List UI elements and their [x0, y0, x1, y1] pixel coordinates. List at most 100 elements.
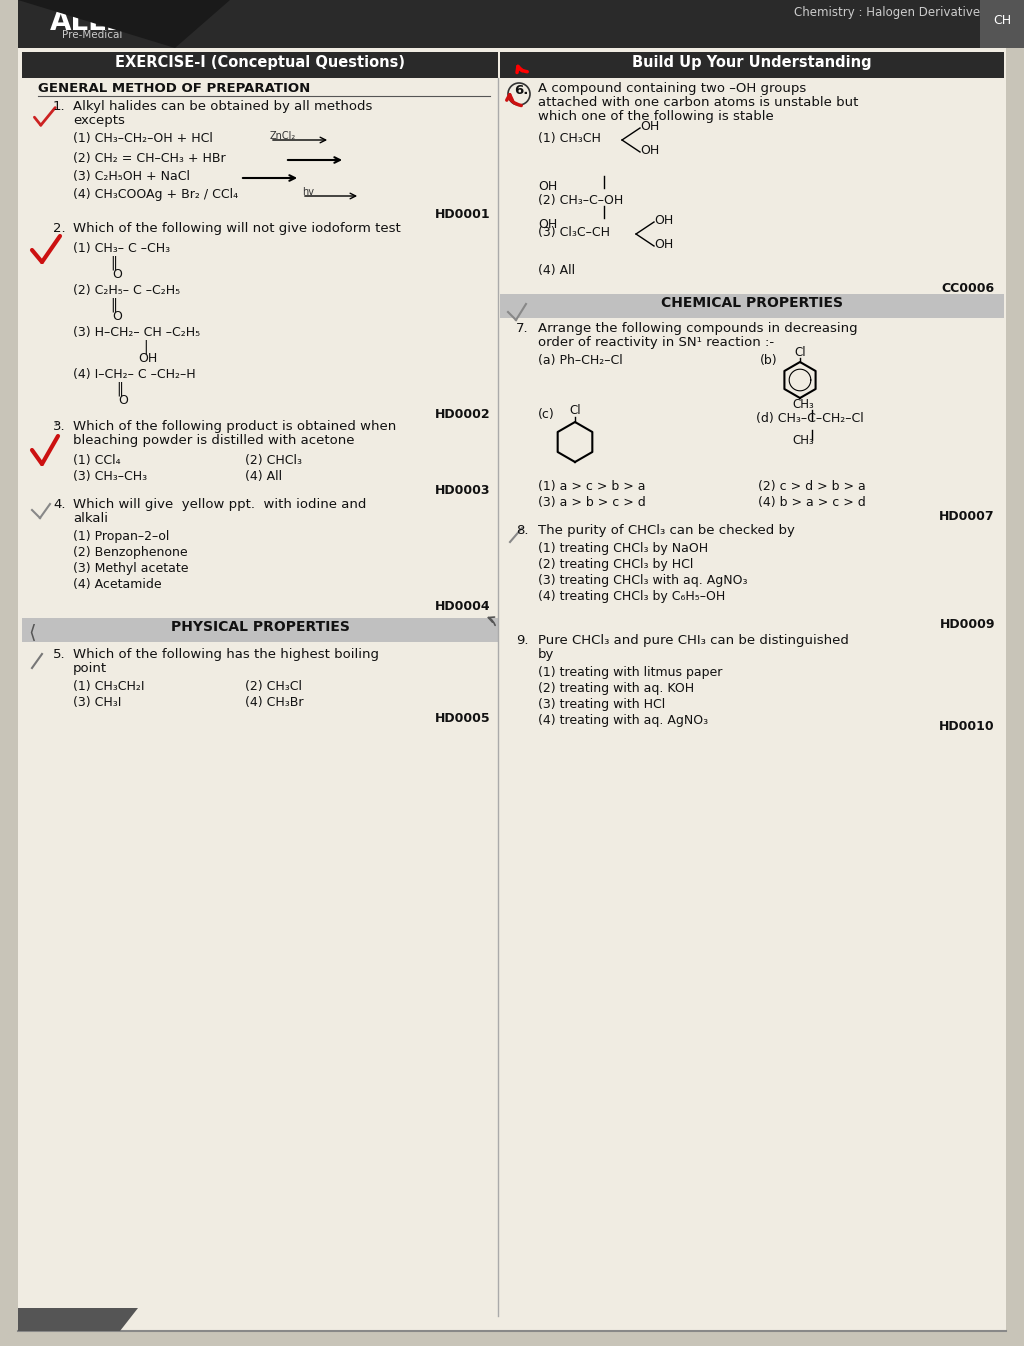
Text: Which of the following has the highest boiling: Which of the following has the highest b…: [73, 647, 379, 661]
Text: ‖: ‖: [116, 382, 123, 397]
Text: (1) a > c > b > a: (1) a > c > b > a: [538, 481, 645, 493]
Text: Build Up Your Understanding: Build Up Your Understanding: [632, 55, 871, 70]
Text: HD0001: HD0001: [434, 209, 490, 221]
Text: CC0006: CC0006: [942, 283, 995, 295]
Text: OH: OH: [640, 120, 659, 133]
Text: (4) All: (4) All: [538, 264, 575, 277]
Text: order of reactivity in SN¹ reaction :-: order of reactivity in SN¹ reaction :-: [538, 336, 774, 349]
Text: (3) treating CHCl₃ with aq. AgNO₃: (3) treating CHCl₃ with aq. AgNO₃: [538, 573, 748, 587]
Text: CH₃: CH₃: [792, 398, 814, 411]
Text: HD0002: HD0002: [434, 408, 490, 421]
Text: ⟨: ⟨: [28, 622, 36, 641]
Polygon shape: [18, 1308, 138, 1331]
Text: 5.: 5.: [53, 647, 66, 661]
Text: hv: hv: [302, 187, 314, 197]
Text: (3) a > b > c > d: (3) a > b > c > d: [538, 495, 646, 509]
Text: ZnCl₂: ZnCl₂: [270, 131, 296, 141]
Text: (2) C₂H₅– C –C₂H₅: (2) C₂H₅– C –C₂H₅: [73, 284, 180, 297]
Text: O: O: [118, 394, 128, 406]
Text: O: O: [112, 268, 122, 281]
Text: (1) Propan–2–ol: (1) Propan–2–ol: [73, 530, 169, 542]
Text: |: |: [143, 341, 147, 354]
Text: (2) Benzophenone: (2) Benzophenone: [73, 546, 187, 559]
Text: (4) treating CHCl₃ by C₆H₅–OH: (4) treating CHCl₃ by C₆H₅–OH: [538, 590, 725, 603]
Bar: [500, 52, 1004, 78]
Text: (4) Acetamide: (4) Acetamide: [73, 577, 162, 591]
Text: (1) CCl₄: (1) CCl₄: [73, 454, 121, 467]
Text: (4) CH₃Br: (4) CH₃Br: [245, 696, 303, 709]
Text: OH: OH: [538, 180, 557, 192]
Text: excepts: excepts: [73, 114, 125, 127]
Bar: [18, 0, 1006, 48]
Text: GENERAL METHOD OF PREPARATION: GENERAL METHOD OF PREPARATION: [38, 82, 310, 96]
Text: CHEMICAL PROPERTIES: CHEMICAL PROPERTIES: [662, 296, 843, 310]
Text: (2) treating with aq. KOH: (2) treating with aq. KOH: [538, 682, 694, 695]
Text: HD0004: HD0004: [434, 600, 490, 612]
Text: (4) treating with aq. AgNO₃: (4) treating with aq. AgNO₃: [538, 713, 709, 727]
Text: Alkyl halides can be obtained by all methods: Alkyl halides can be obtained by all met…: [73, 100, 373, 113]
Text: EXERCISE-I (Conceptual Questions): EXERCISE-I (Conceptual Questions): [115, 55, 406, 70]
Text: HD0009: HD0009: [939, 618, 995, 631]
Text: CH₃: CH₃: [792, 433, 814, 447]
Text: 3.: 3.: [53, 420, 66, 433]
Text: Which of the following will not give iodoform test: Which of the following will not give iod…: [73, 222, 400, 236]
Text: Cl: Cl: [569, 404, 581, 417]
Text: (1) treating with litmus paper: (1) treating with litmus paper: [538, 666, 722, 678]
Text: 1.: 1.: [53, 100, 66, 113]
Bar: [22, 52, 498, 78]
Text: bleaching powder is distilled with acetone: bleaching powder is distilled with aceto…: [73, 433, 354, 447]
Text: 2.: 2.: [53, 222, 66, 236]
Text: (3) Cl₃C–CH: (3) Cl₃C–CH: [538, 226, 610, 240]
Text: (4) All: (4) All: [245, 470, 283, 483]
Text: OH: OH: [538, 218, 557, 232]
Text: Pure CHCl₃ and pure CHI₃ can be distinguished: Pure CHCl₃ and pure CHI₃ can be distingu…: [538, 634, 849, 647]
Polygon shape: [18, 0, 230, 48]
Text: (2) treating CHCl₃ by HCl: (2) treating CHCl₃ by HCl: [538, 559, 693, 571]
Text: OH: OH: [640, 144, 659, 157]
Text: 9.: 9.: [516, 634, 528, 647]
Text: 8.: 8.: [516, 524, 528, 537]
Text: (4) CH₃COOAg + Br₂ / CCl₄: (4) CH₃COOAg + Br₂ / CCl₄: [73, 188, 239, 201]
Text: (3) H–CH₂– CH –C₂H₅: (3) H–CH₂– CH –C₂H₅: [73, 326, 200, 339]
Text: CH: CH: [993, 13, 1011, 27]
Text: Cl: Cl: [794, 346, 806, 359]
Text: OH: OH: [654, 238, 673, 250]
Text: ALLEN: ALLEN: [50, 8, 148, 36]
Text: The purity of CHCl₃ can be checked by: The purity of CHCl₃ can be checked by: [538, 524, 795, 537]
Text: (3) treating with HCl: (3) treating with HCl: [538, 699, 666, 711]
Text: attached with one carbon atoms is unstable but: attached with one carbon atoms is unstab…: [538, 96, 858, 109]
Text: Which of the following product is obtained when: Which of the following product is obtain…: [73, 420, 396, 433]
Text: ‖: ‖: [110, 256, 117, 271]
Text: OH: OH: [654, 214, 673, 227]
Text: (1) CH₃–CH₂–OH + HCl: (1) CH₃–CH₂–OH + HCl: [73, 132, 213, 145]
Text: Which will give  yellow ppt.  with iodine and: Which will give yellow ppt. with iodine …: [73, 498, 367, 511]
Text: (3) CH₃–CH₃: (3) CH₃–CH₃: [73, 470, 147, 483]
Text: O: O: [112, 310, 122, 323]
Text: (2) CH₃Cl: (2) CH₃Cl: [245, 680, 302, 693]
Text: which one of the following is stable: which one of the following is stable: [538, 110, 774, 122]
Text: HD0003: HD0003: [434, 485, 490, 497]
Text: 4.: 4.: [53, 498, 66, 511]
Text: ‖: ‖: [110, 297, 117, 312]
Text: (1) treating CHCl₃ by NaOH: (1) treating CHCl₃ by NaOH: [538, 542, 709, 555]
Text: HD0007: HD0007: [939, 510, 995, 524]
Text: (2) c > d > b > a: (2) c > d > b > a: [758, 481, 865, 493]
Text: (c): (c): [538, 408, 555, 421]
Text: (3) CH₃I: (3) CH₃I: [73, 696, 122, 709]
Text: (a) Ph–CH₂–Cl: (a) Ph–CH₂–Cl: [538, 354, 623, 367]
Text: (d) CH₃–C–CH₂–Cl: (d) CH₃–C–CH₂–Cl: [756, 412, 864, 425]
Text: Pre-Medical: Pre-Medical: [62, 30, 123, 40]
Text: Chemistry : Halogen Derivative: Chemistry : Halogen Derivative: [794, 5, 980, 19]
Text: PHYSICAL PROPERTIES: PHYSICAL PROPERTIES: [171, 621, 349, 634]
Text: (4) b > a > c > d: (4) b > a > c > d: [758, 495, 865, 509]
Text: 6.: 6.: [514, 83, 528, 97]
Text: (2) CHCl₃: (2) CHCl₃: [245, 454, 302, 467]
Text: (2) CH₃–C–OH: (2) CH₃–C–OH: [538, 194, 624, 207]
Text: 7.: 7.: [516, 322, 528, 335]
Bar: [500, 293, 1004, 318]
Text: (1) CH₃CH: (1) CH₃CH: [538, 132, 601, 145]
Text: A compound containing two –OH groups: A compound containing two –OH groups: [538, 82, 806, 96]
Text: (2) CH₂ = CH–CH₃ + HBr: (2) CH₂ = CH–CH₃ + HBr: [73, 152, 225, 166]
Text: (4) I–CH₂– C –CH₂–H: (4) I–CH₂– C –CH₂–H: [73, 367, 196, 381]
Text: (3) C₂H₅OH + NaCl: (3) C₂H₅OH + NaCl: [73, 170, 190, 183]
